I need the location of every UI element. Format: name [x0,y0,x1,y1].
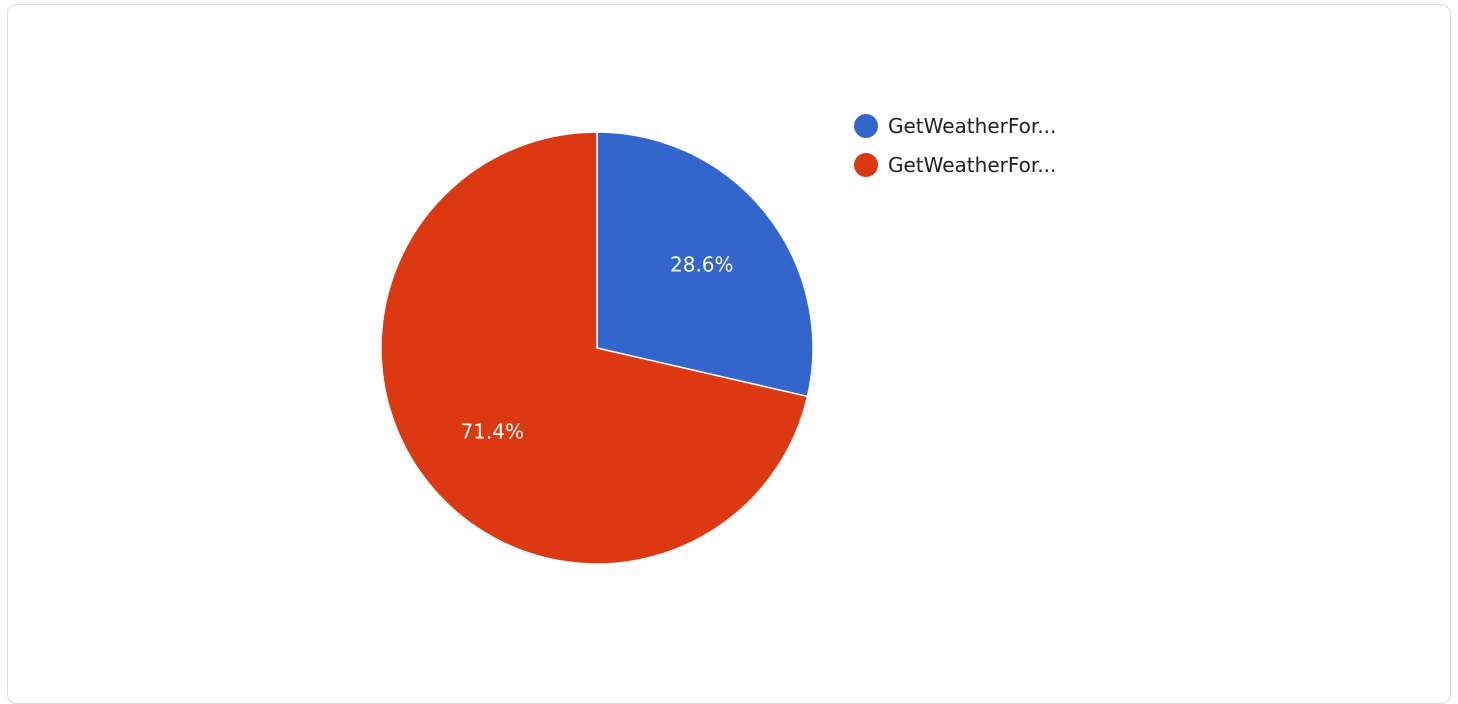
pie-slice-1[interactable] [596,131,814,398]
legend: GetWeatherFor... GetWeatherFor... [854,114,1056,177]
legend-swatch-2 [854,153,878,177]
legend-label-2[interactable]: GetWeatherFor... [888,153,1056,177]
legend-label-1[interactable]: GetWeatherFor... [888,114,1056,138]
pie-slice-2[interactable] [380,131,809,565]
slice-label-1: 28.6% [670,253,734,277]
slice-labels: 28.6% 71.4% [460,253,733,444]
pie-slices [380,131,814,565]
slice-label-2: 71.4% [460,419,524,443]
legend-swatch-1 [854,114,878,138]
